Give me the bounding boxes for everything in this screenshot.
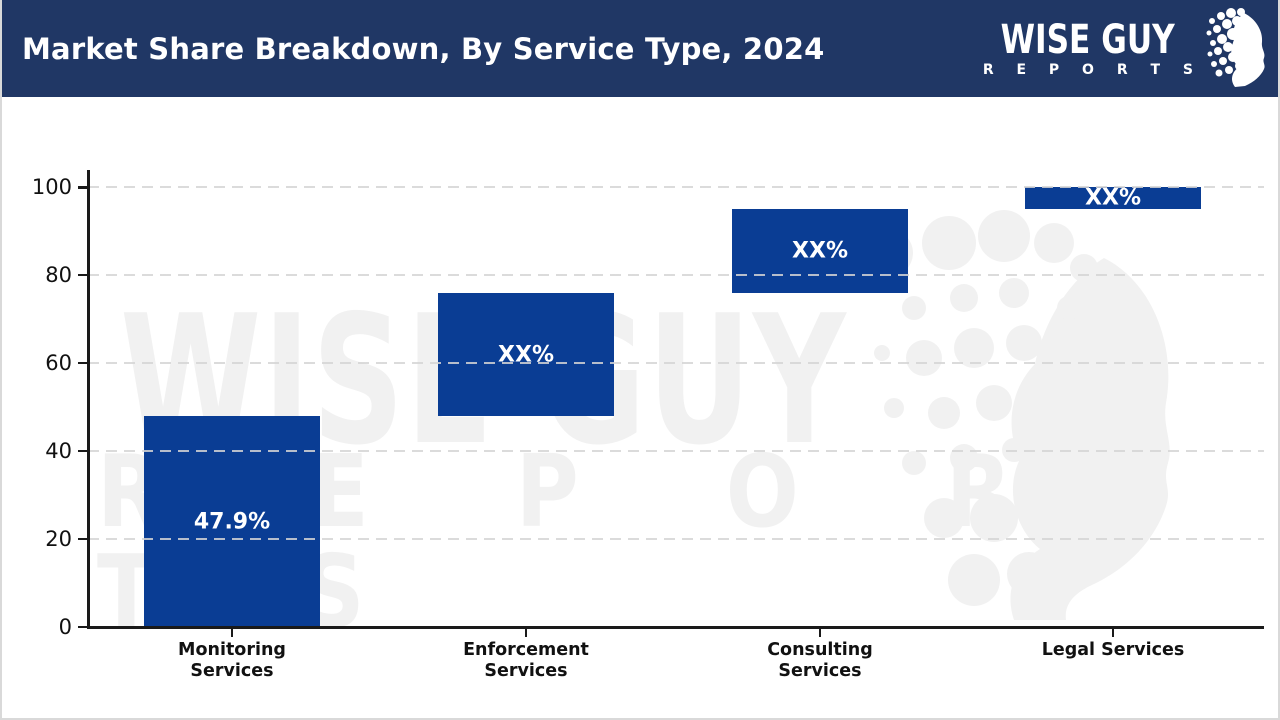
bar-value-label: XX% [792, 238, 848, 264]
bar-segment [438, 292, 614, 417]
x-axis-tick [819, 628, 822, 637]
y-tick-label: 40 [45, 439, 72, 464]
x-axis-tick [1112, 628, 1115, 637]
bar-segment [1025, 187, 1201, 210]
gridline [88, 274, 1264, 277]
y-tick-label: 20 [45, 527, 72, 552]
x-category-line: Enforcement [463, 640, 589, 660]
y-tick-label: 100 [31, 175, 72, 200]
x-axis-spine [87, 626, 1264, 629]
y-axis-tick [78, 450, 88, 453]
x-category-label: Monitoring Services [112, 640, 352, 682]
page-title: Market Share Breakdown, By Service Type,… [22, 31, 825, 66]
gridline [88, 538, 1264, 541]
x-axis-tick [231, 628, 234, 637]
x-category-label: Consulting Services [700, 640, 940, 682]
y-tick-label: 60 [45, 351, 72, 376]
bar-value-label: XX% [498, 342, 554, 368]
logo-subtitle: R E P O R T S [982, 61, 1202, 78]
y-axis-tick [78, 274, 88, 277]
x-category-line: Services [778, 661, 862, 681]
x-category-line: Legal Services [1041, 640, 1185, 660]
y-axis-tick [78, 626, 88, 629]
gridline [88, 186, 1264, 189]
x-category-line: Services [484, 661, 568, 681]
y-axis-tick [78, 538, 88, 541]
bar-value-label: 47.9% [193, 509, 271, 535]
logo-wordmark: WISE GUY [1000, 16, 1176, 63]
x-category-line: Monitoring [178, 640, 286, 660]
gridline [88, 362, 1264, 365]
bar-value-label: XX% [1085, 185, 1141, 211]
x-category-line: Services [190, 661, 274, 681]
y-tick-label: 80 [45, 263, 72, 288]
bar-segment [732, 209, 908, 293]
header-band: Market Share Breakdown, By Service Type,… [2, 0, 1278, 97]
x-axis-tick [525, 628, 528, 637]
logo-text: WISE GUY R E P O R T S [974, 20, 1202, 78]
y-axis-tick [78, 362, 88, 365]
gridline [88, 450, 1264, 453]
x-category-label: Legal Services [993, 640, 1233, 661]
logo-head-icon [1206, 7, 1265, 87]
wiseguy-logo: WISE GUY R E P O R T S [974, 7, 1266, 90]
x-category-line: Consulting [767, 640, 873, 660]
y-axis-spine [87, 170, 90, 628]
y-axis-tick [78, 186, 88, 189]
y-tick-label: 0 [58, 615, 72, 639]
x-category-label: Enforcement Services [406, 640, 646, 682]
